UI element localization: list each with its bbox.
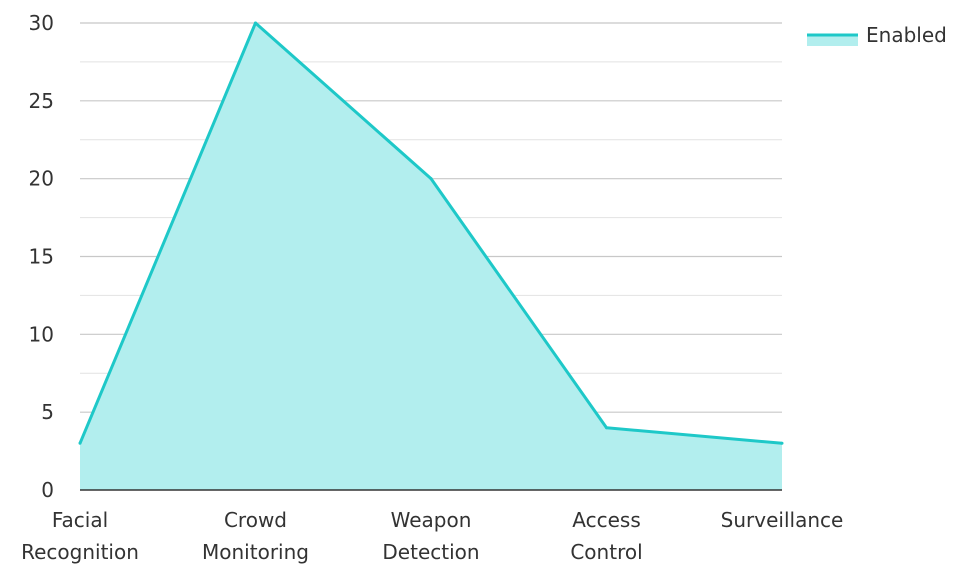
x-tick-label-line: Access	[572, 508, 640, 532]
data-point	[605, 426, 608, 430]
x-tick-label-line: Recognition	[21, 540, 139, 564]
x-tick-label-line: Weapon	[391, 508, 472, 532]
x-tick-label: Surveillance	[721, 508, 844, 532]
y-tick-label: 5	[41, 400, 54, 424]
y-tick-label: 25	[29, 89, 54, 113]
legend-label: Enabled	[866, 23, 947, 47]
legend-swatch-fill	[807, 35, 858, 46]
y-tick-label: 10	[29, 322, 54, 346]
series-layer	[78, 21, 784, 490]
x-tick-label-line: Facial	[52, 508, 108, 532]
data-point	[78, 441, 82, 445]
y-tick-label: 20	[29, 167, 54, 191]
series-area-fill	[80, 23, 782, 490]
x-axis: Facial Recognition Crowd Monitoring Weapon De…	[21, 489, 844, 564]
x-tick-label-line: Surveillance	[721, 508, 844, 532]
data-point	[780, 441, 784, 445]
x-tick-label: Access Control	[570, 508, 642, 564]
y-tick-label: 30	[29, 11, 54, 35]
x-tick-label-line: Monitoring	[202, 540, 309, 564]
y-tick-label: 0	[41, 478, 54, 502]
data-point	[429, 177, 433, 181]
x-tick-label-line: Crowd	[224, 508, 287, 532]
x-tick-label: Crowd Monitoring	[202, 508, 309, 564]
data-point	[254, 21, 257, 25]
x-tick-label: Facial Recognition	[21, 508, 139, 564]
x-tick-label-line: Detection	[382, 540, 479, 564]
y-axis-ticks: 0 5 10 15 20 25 30	[29, 11, 54, 502]
x-tick-label: Weapon Detection	[382, 508, 479, 564]
y-tick-label: 15	[29, 245, 54, 269]
x-tick-label-line: Control	[570, 540, 642, 564]
legend: Enabled	[807, 23, 947, 47]
